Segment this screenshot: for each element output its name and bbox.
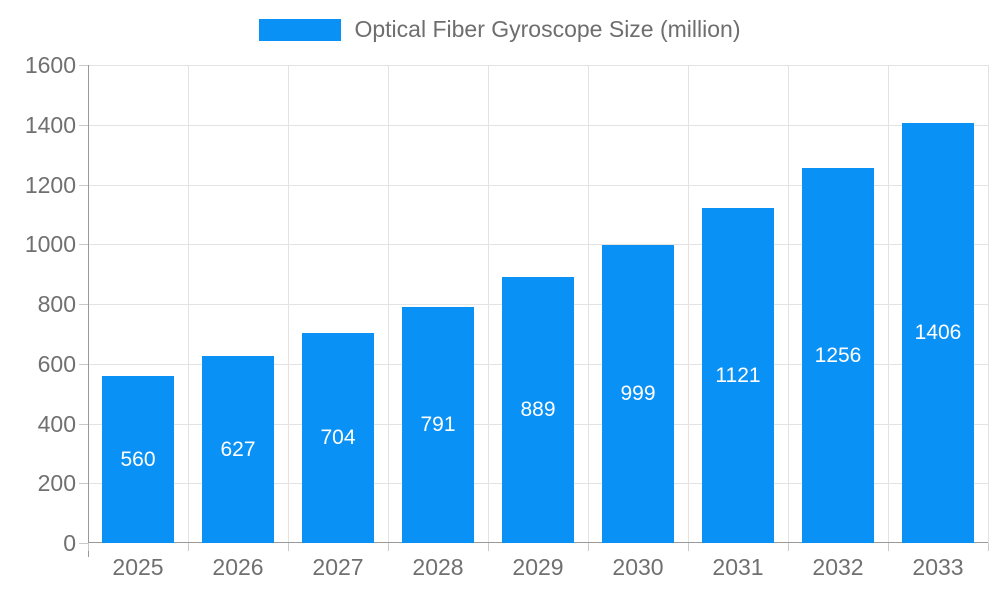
y-axis-line — [88, 65, 89, 557]
bar-value-label: 889 — [520, 398, 556, 421]
x-tick-label: 2025 — [112, 554, 164, 580]
x-tick-label: 2029 — [512, 554, 564, 580]
v-gridline — [388, 65, 389, 543]
v-gridline — [888, 65, 889, 543]
v-gridline — [988, 65, 989, 543]
y-tick-label: 400 — [37, 410, 76, 437]
x-tick-label: 2030 — [612, 554, 664, 580]
y-tick-label: 600 — [37, 350, 76, 377]
bar-value-label: 1406 — [914, 321, 962, 344]
v-gridline — [788, 65, 789, 543]
bar-2025[interactable]: 560 — [102, 376, 174, 543]
v-gridline — [488, 65, 489, 543]
bar-value-label: 791 — [420, 413, 456, 436]
bar-value-label: 627 — [220, 437, 256, 461]
h-gridline — [88, 184, 988, 186]
y-tick-mark — [79, 244, 88, 246]
bar-2028[interactable]: 791 — [402, 307, 474, 543]
h-gridline — [88, 65, 988, 66]
x-tick-label: 2031 — [712, 554, 764, 580]
y-tick-mark — [79, 184, 88, 186]
y-tick-mark — [79, 483, 88, 485]
legend-swatch-icon — [259, 18, 342, 41]
x-tick-label: 2028 — [412, 554, 464, 580]
y-tick-mark — [79, 65, 88, 66]
y-tick-label: 1600 — [24, 52, 76, 78]
x-tick-mark — [188, 543, 189, 551]
bar-2031[interactable]: 1121 — [702, 208, 774, 543]
y-tick-label: 1000 — [24, 231, 76, 258]
x-tick-mark — [688, 543, 689, 551]
bar-value-label: 999 — [620, 382, 656, 405]
y-tick-label: 800 — [37, 291, 76, 317]
y-tick-mark — [79, 543, 88, 544]
legend-label: Optical Fiber Gyroscope Size (million) — [354, 16, 741, 42]
x-tick-label: 2032 — [812, 554, 864, 580]
bar-2026[interactable]: 627 — [202, 356, 274, 543]
x-tick-mark — [588, 543, 589, 551]
x-tick-mark — [988, 543, 989, 551]
x-tick-label: 2027 — [312, 554, 364, 580]
x-tick-mark — [88, 543, 89, 551]
x-tick-mark — [288, 543, 289, 551]
v-gridline — [588, 65, 589, 543]
y-tick-mark — [79, 124, 88, 126]
bar-2027[interactable]: 704 — [302, 333, 374, 543]
legend-item[interactable]: Optical Fiber Gyroscope Size (million) — [0, 16, 1000, 43]
y-tick-label: 1200 — [24, 171, 76, 198]
x-tick-mark — [888, 543, 889, 551]
bar-value-label: 560 — [120, 447, 156, 471]
bar-value-label: 1256 — [814, 343, 862, 367]
x-tick-mark — [488, 543, 489, 551]
x-tick-mark — [788, 543, 789, 551]
bar-2030[interactable]: 999 — [602, 245, 674, 543]
bar-2032[interactable]: 1256 — [802, 168, 874, 543]
bar-value-label: 1121 — [715, 363, 761, 387]
y-tick-mark — [79, 423, 88, 425]
y-tick-label: 0 — [63, 530, 76, 556]
x-tick-mark — [388, 543, 389, 551]
x-tick-label: 2026 — [212, 554, 264, 580]
bar-2033[interactable]: 1406 — [902, 123, 974, 543]
v-gridline — [288, 65, 289, 543]
x-tick-label: 2033 — [912, 554, 964, 580]
bar-value-label: 704 — [320, 426, 356, 449]
y-tick-mark — [79, 304, 88, 305]
y-tick-label: 200 — [37, 470, 76, 497]
h-gridline — [88, 124, 988, 126]
plot-area: 0 200 400 600 800 1000 1200 1400 1600 560 2025 627 2… — [25, 52, 989, 580]
y-tick-label: 1400 — [24, 111, 76, 138]
y-tick-mark — [79, 363, 88, 365]
v-gridline — [688, 65, 689, 543]
bar-2029[interactable]: 889 — [502, 277, 574, 543]
h-gridline — [88, 244, 988, 246]
v-gridline — [188, 65, 189, 543]
